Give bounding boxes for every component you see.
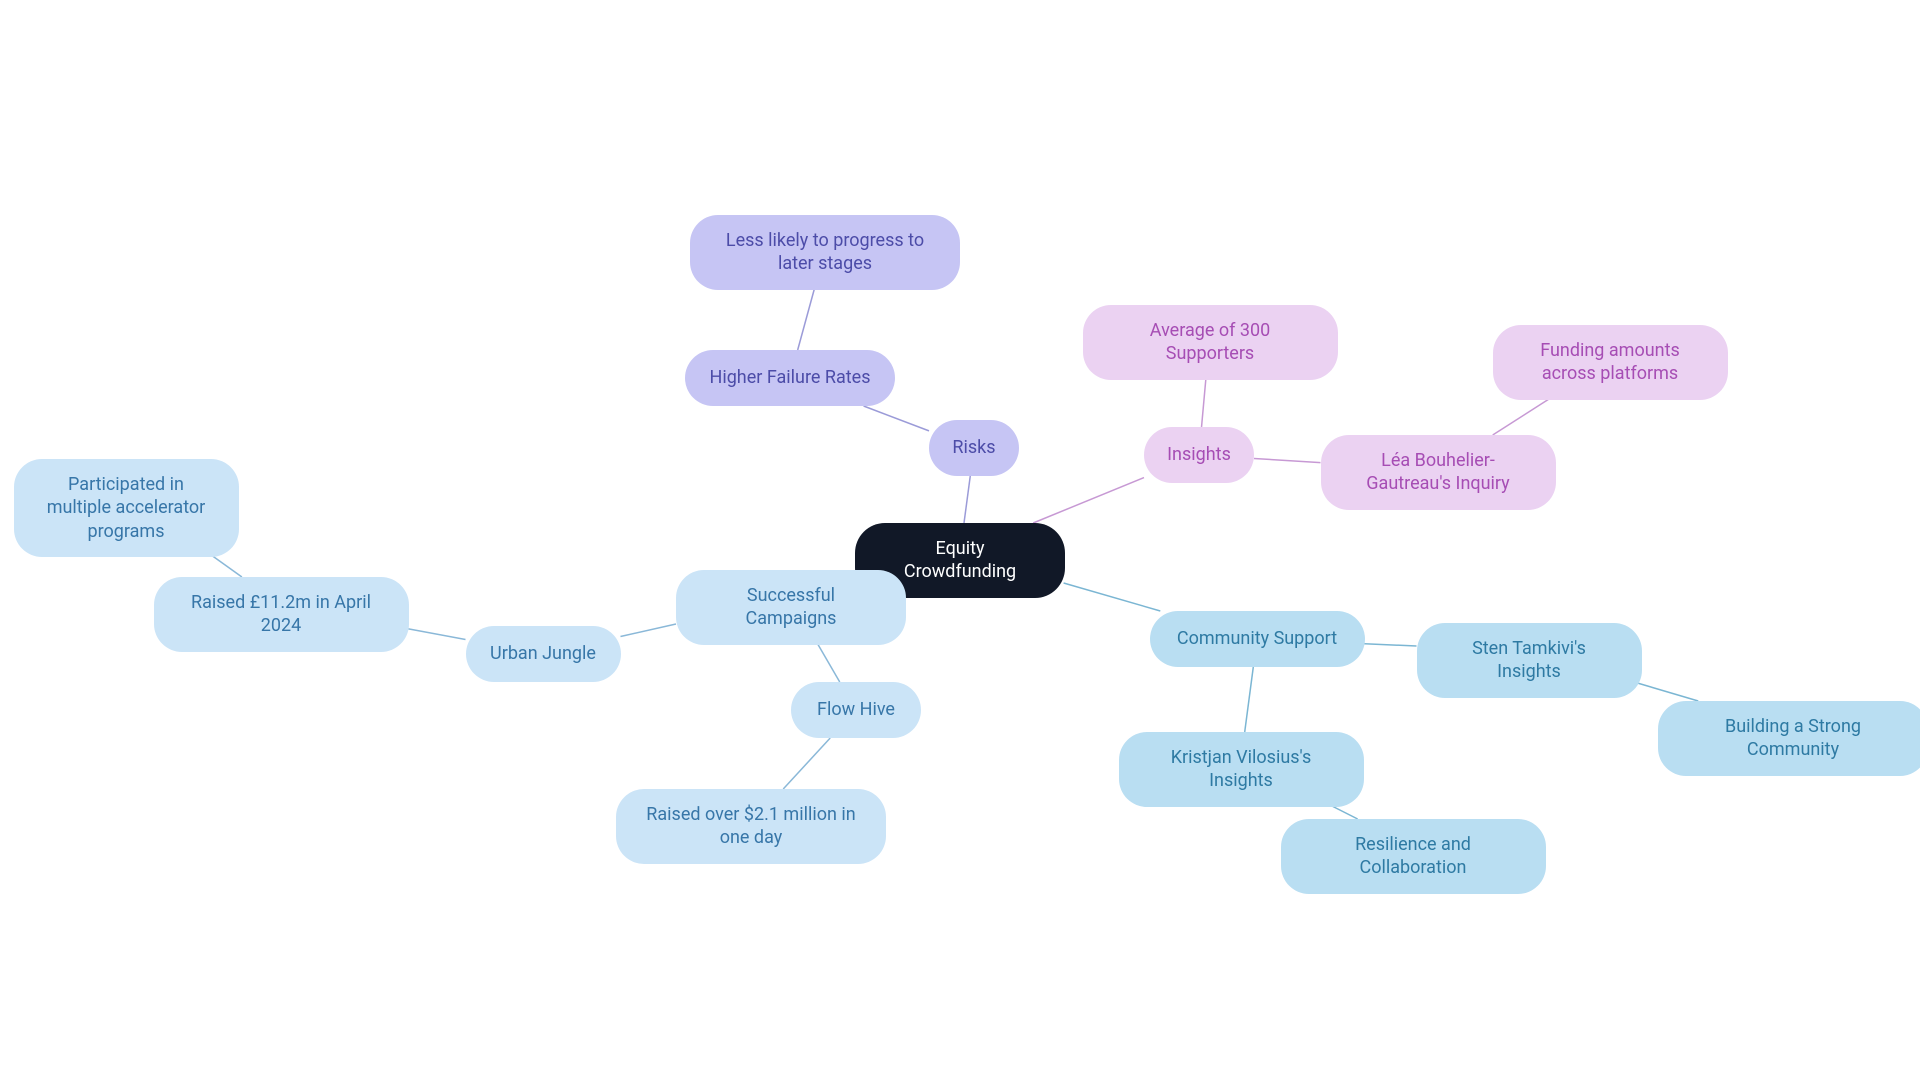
edge-center-insights: [1033, 478, 1144, 523]
node-community_sten: Sten Tamkivi's Insights: [1417, 623, 1642, 698]
edge-campaigns_urban-campaigns_urban_raised: [409, 629, 466, 640]
edge-campaigns-campaigns_urban: [621, 624, 677, 637]
edge-insights_inquiry-insights_funding: [1493, 395, 1556, 435]
node-campaigns_flow_raised: Raised over $2.1 million in one day: [616, 789, 886, 864]
node-insights: Insights: [1144, 427, 1254, 483]
node-risks_progress: Less likely to progress to later stages: [690, 215, 960, 290]
node-community: Community Support: [1150, 611, 1365, 667]
node-community_building: Building a Strong Community: [1658, 701, 1920, 776]
node-campaigns_urban: Urban Jungle: [466, 626, 621, 682]
edge-community-community_kristjan: [1245, 667, 1254, 732]
node-risks_failure: Higher Failure Rates: [685, 350, 895, 406]
edge-community-community_sten: [1365, 644, 1417, 646]
node-community_resilience: Resilience and Collaboration: [1281, 819, 1546, 894]
node-insights_supporters: Average of 300 Supporters: [1083, 305, 1338, 380]
node-insights_funding: Funding amounts across platforms: [1493, 325, 1728, 400]
node-insights_inquiry: Léa Bouhelier-Gautreau's Inquiry: [1321, 435, 1556, 510]
node-campaigns_urban_accel: Participated in multiple accelerator pro…: [14, 459, 239, 557]
edge-risks_failure-risks_progress: [798, 285, 816, 350]
node-risks: Risks: [929, 420, 1019, 476]
edge-insights-insights_inquiry: [1254, 458, 1321, 462]
node-campaigns_urban_raised: Raised £11.2m in April 2024: [154, 577, 409, 652]
node-campaigns: Successful Campaigns: [676, 570, 906, 645]
edge-center-community: [1064, 583, 1161, 611]
node-campaigns_flow: Flow Hive: [791, 682, 921, 738]
node-community_kristjan: Kristjan Vilosius's Insights: [1119, 732, 1364, 807]
edge-center-risks: [964, 476, 970, 523]
edge-risks-risks_failure: [864, 406, 929, 431]
edge-campaigns_flow-campaigns_flow_raised: [783, 738, 830, 789]
